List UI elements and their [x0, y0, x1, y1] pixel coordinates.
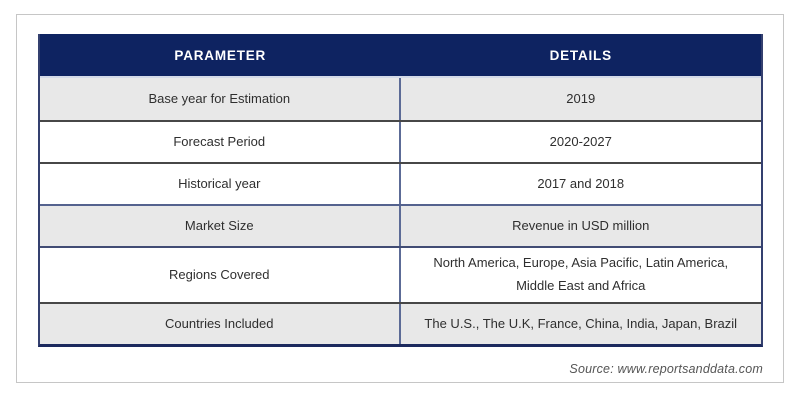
parameter-cell: Forecast Period — [40, 122, 401, 162]
summary-card: PARAMETER DETAILS Base year for Estimati… — [16, 14, 784, 383]
source-attribution: Source: www.reportsanddata.com — [569, 362, 763, 376]
parameter-cell: Historical year — [40, 164, 401, 204]
details-cell: 2020-2027 — [401, 122, 762, 162]
parameter-cell: Regions Covered — [40, 248, 401, 302]
details-cell: 2017 and 2018 — [401, 164, 762, 204]
table-row: Countries Included The U.S., The U.K, Fr… — [40, 302, 761, 344]
table-row: Regions Covered North America, Europe, A… — [40, 246, 761, 302]
parameter-text: Historical year — [178, 175, 261, 191]
details-cell: The U.S., The U.K, France, China, India,… — [401, 304, 762, 344]
details-text: 2019 — [566, 90, 596, 106]
table-row: Base year for Estimation 2019 — [40, 78, 761, 120]
column-header-parameter: PARAMETER — [174, 47, 267, 63]
details-text: The U.S., The U.K, France, China, India,… — [424, 315, 738, 331]
details-text: Revenue in USD million — [512, 217, 650, 233]
details-text: North America, Europe, Asia Pacific, Lat… — [433, 255, 729, 293]
table-row: Historical year 2017 and 2018 — [40, 162, 761, 204]
parameter-text: Base year for Estimation — [148, 90, 291, 106]
details-cell: 2019 — [401, 78, 762, 120]
parameter-text: Forecast Period — [173, 133, 266, 149]
column-header-details: DETAILS — [549, 47, 612, 63]
details-text: 2017 and 2018 — [537, 175, 625, 191]
details-cell: North America, Europe, Asia Pacific, Lat… — [401, 248, 762, 302]
details-cell: Revenue in USD million — [401, 206, 762, 246]
table-row: Market Size Revenue in USD million — [40, 204, 761, 246]
parameter-details-table: PARAMETER DETAILS Base year for Estimati… — [38, 34, 763, 347]
details-text: 2020-2027 — [549, 133, 612, 149]
table-header-row: PARAMETER DETAILS — [40, 34, 761, 78]
parameter-text: Market Size — [184, 217, 254, 233]
parameter-cell: Base year for Estimation — [40, 78, 401, 120]
parameter-cell: Market Size — [40, 206, 401, 246]
parameter-text: Countries Included — [165, 315, 274, 331]
parameter-text: Regions Covered — [169, 266, 270, 282]
parameter-cell: Countries Included — [40, 304, 401, 344]
table-row: Forecast Period 2020-2027 — [40, 120, 761, 162]
